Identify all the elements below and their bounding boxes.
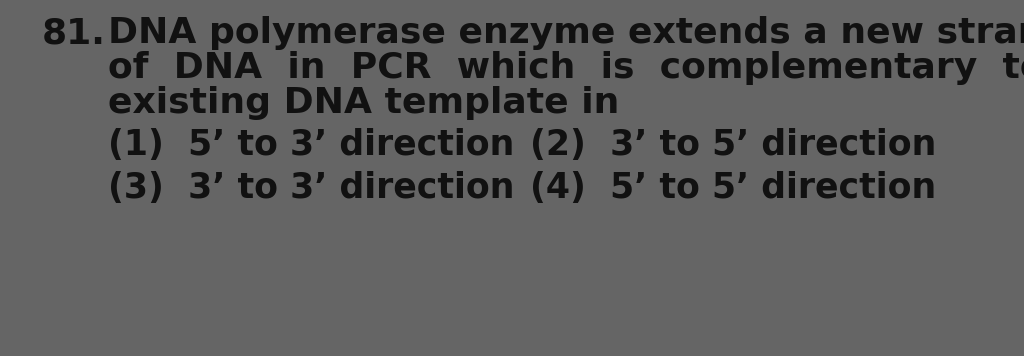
Text: of  DNA  in  PCR  which  is  complementary  to: of DNA in PCR which is complementary to [108, 51, 1024, 85]
Text: (2)  3’ to 5’ direction: (2) 3’ to 5’ direction [530, 128, 936, 162]
Text: existing DNA template in: existing DNA template in [108, 86, 620, 120]
Text: DNA polymerase enzyme extends a new strand: DNA polymerase enzyme extends a new stra… [108, 16, 1024, 50]
Text: (1)  5’ to 3’ direction: (1) 5’ to 3’ direction [108, 128, 514, 162]
Text: 81.: 81. [42, 16, 105, 50]
Text: (3)  3’ to 3’ direction: (3) 3’ to 3’ direction [108, 171, 514, 205]
Text: (4)  5’ to 5’ direction: (4) 5’ to 5’ direction [530, 171, 936, 205]
